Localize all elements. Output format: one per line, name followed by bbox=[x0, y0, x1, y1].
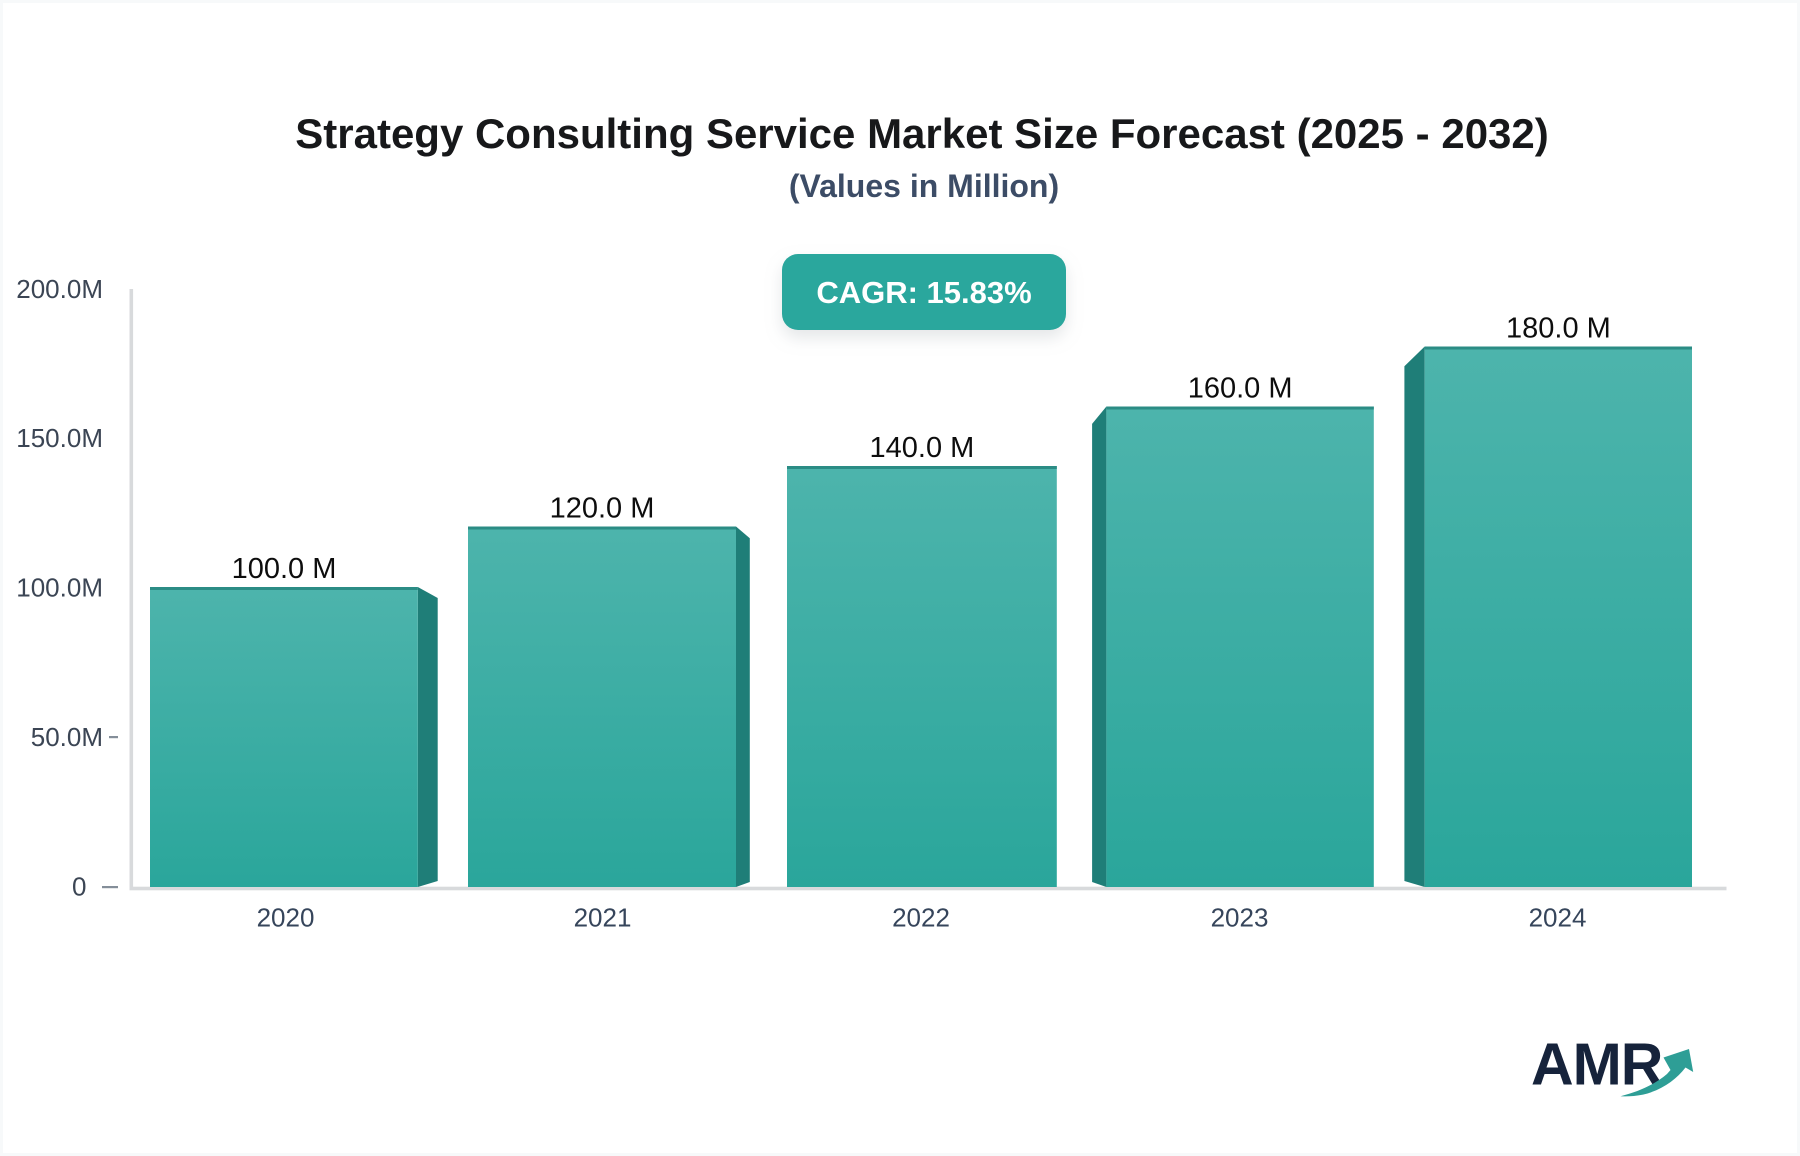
svg-text:100.0M: 100.0M bbox=[16, 573, 103, 603]
svg-text:2023: 2023 bbox=[1211, 902, 1269, 932]
svg-text:2020: 2020 bbox=[257, 902, 315, 932]
svg-text:140.0 M: 140.0 M bbox=[870, 432, 975, 464]
svg-text:Strategy Consulting Service Ma: Strategy Consulting Service Market Size … bbox=[295, 110, 1549, 157]
svg-text:AMR: AMR bbox=[1531, 1032, 1663, 1098]
svg-text:2021: 2021 bbox=[574, 902, 632, 932]
svg-text:2022: 2022 bbox=[892, 902, 950, 932]
svg-text:200.0M: 200.0M bbox=[16, 274, 103, 304]
svg-text:CAGR: 15.83%: CAGR: 15.83% bbox=[816, 275, 1031, 310]
svg-text:0: 0 bbox=[72, 871, 86, 901]
svg-text:100.0 M: 100.0 M bbox=[232, 553, 337, 585]
svg-text:150.0M: 150.0M bbox=[16, 423, 103, 453]
svg-text:120.0 M: 120.0 M bbox=[550, 493, 655, 525]
svg-text:160.0 M: 160.0 M bbox=[1188, 373, 1293, 405]
svg-text:50.0M: 50.0M bbox=[31, 722, 103, 752]
svg-text:2024: 2024 bbox=[1529, 902, 1587, 932]
svg-text:180.0 M: 180.0 M bbox=[1506, 313, 1611, 345]
svg-text:(Values in Million): (Values in Million) bbox=[789, 168, 1059, 204]
